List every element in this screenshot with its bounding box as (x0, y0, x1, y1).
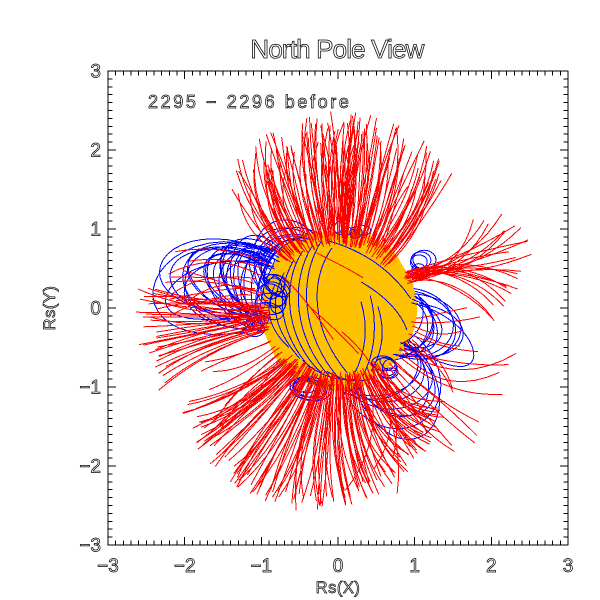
svg-text:3: 3 (563, 556, 574, 577)
svg-text:0: 0 (333, 556, 344, 577)
svg-text:−3: −3 (79, 536, 101, 557)
svg-text:−2: −2 (174, 556, 196, 577)
svg-text:Rs(Y): Rs(Y) (41, 286, 59, 331)
svg-text:2295 − 2296 before: 2295 − 2296 before (148, 92, 351, 112)
svg-text:0: 0 (90, 299, 101, 320)
svg-text:1: 1 (409, 556, 420, 577)
svg-text:2: 2 (486, 556, 497, 577)
svg-text:−2: −2 (79, 457, 101, 478)
svg-text:3: 3 (90, 62, 101, 83)
svg-text:−1: −1 (79, 378, 101, 399)
svg-text:−1: −1 (250, 556, 272, 577)
svg-text:−3: −3 (97, 556, 119, 577)
svg-text:North Pole View: North Pole View (250, 34, 424, 64)
svg-text:Rs(X): Rs(X) (316, 579, 361, 597)
svg-text:1: 1 (90, 220, 101, 241)
svg-text:2: 2 (90, 141, 101, 162)
